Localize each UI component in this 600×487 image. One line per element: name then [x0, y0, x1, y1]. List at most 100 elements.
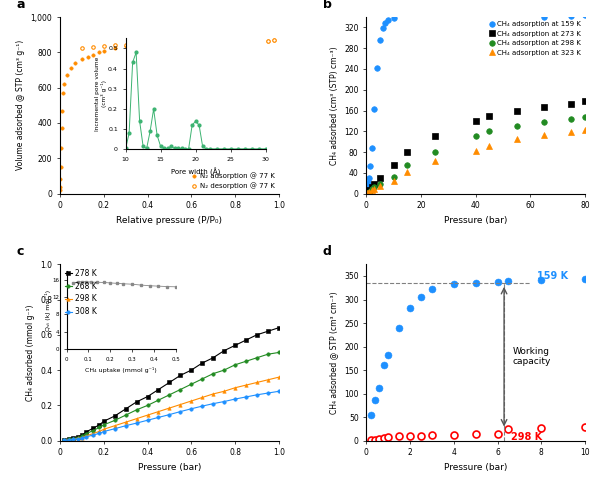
- N₂ desorption @ 77 K: [144, 40, 151, 46]
- CH₄ adsorption at 273 K: [376, 175, 383, 181]
- 278 K: [89, 426, 97, 431]
- 308 K: [166, 412, 173, 417]
- Text: 159 K: 159 K: [537, 271, 568, 281]
- N₂ adsorption @ 77 K: [56, 184, 64, 189]
- CH₄ adsorption at 323 K: [581, 127, 589, 132]
- N₂ adsorption @ 77 K: [232, 39, 239, 45]
- 298 K: [70, 436, 77, 442]
- 278 K: [133, 399, 140, 405]
- 268 K: [188, 381, 195, 387]
- 308 K: [232, 396, 239, 402]
- 278 K: [74, 434, 81, 440]
- Y-axis label: CH₄ adsorbed (mmol g⁻¹): CH₄ adsorbed (mmol g⁻¹): [26, 304, 35, 401]
- 278 K: [220, 348, 227, 354]
- 268 K: [74, 434, 81, 440]
- CH₄ adsorption at 298 K: [365, 188, 373, 194]
- X-axis label: Pressure (bar): Pressure (bar): [137, 463, 201, 472]
- CH₄ adsorption at 159 K: [365, 175, 373, 181]
- 268 K: [232, 362, 239, 368]
- N₂ adsorption @ 77 K: [133, 42, 140, 48]
- 278 K: [209, 355, 217, 361]
- 308 K: [70, 436, 77, 442]
- 308 K: [96, 431, 103, 436]
- N₂ desorption @ 77 K: [89, 44, 97, 50]
- Line: CH₄ adsorption at 273 K: CH₄ adsorption at 273 K: [364, 98, 588, 196]
- CH₄ adsorption at 323 K: [541, 132, 548, 138]
- 278 K: [83, 429, 90, 435]
- N₂ adsorption @ 77 K: [58, 145, 65, 150]
- N₂ adsorption @ 77 K: [220, 39, 227, 45]
- CH₄ adsorption at 323 K: [485, 143, 493, 149]
- N₂ desorption @ 77 K: [100, 43, 107, 49]
- N₂ adsorption @ 77 K: [89, 52, 97, 58]
- 278 K: [155, 387, 162, 393]
- 298 K: [122, 419, 129, 425]
- CH₄ adsorption at 298 K: [431, 149, 438, 155]
- CH₄ adsorption at 298 K: [472, 133, 479, 139]
- 298 K: [232, 385, 239, 391]
- 298 K: [83, 433, 90, 439]
- X-axis label: Relative pressure (P/P₀): Relative pressure (P/P₀): [116, 216, 223, 225]
- 308 K: [199, 403, 206, 409]
- CH₄ adsorption at 273 K: [431, 133, 438, 139]
- CH₄ adsorption at 323 K: [363, 190, 370, 196]
- CH₄ adsorption at 298 K: [390, 174, 397, 180]
- 308 K: [100, 429, 107, 434]
- Line: CH₄ adsorption at 298 K: CH₄ adsorption at 298 K: [364, 114, 588, 196]
- CH₄ adsorption at 298 K: [581, 114, 589, 120]
- 268 K: [199, 376, 206, 382]
- X-axis label: Pressure (bar): Pressure (bar): [444, 216, 508, 225]
- 298 K: [177, 402, 184, 408]
- 308 K: [65, 437, 73, 443]
- 278 K: [122, 406, 129, 412]
- 278 K: [144, 393, 151, 399]
- 268 K: [89, 428, 97, 433]
- Text: b: b: [323, 0, 331, 11]
- CH₄ adsorption at 159 K: [364, 186, 371, 191]
- Y-axis label: Volume adsorbed @ STP (cm³ g⁻¹): Volume adsorbed @ STP (cm³ g⁻¹): [16, 40, 25, 170]
- CH₄ adsorption at 273 K: [404, 149, 411, 155]
- 278 K: [61, 437, 68, 443]
- 278 K: [166, 379, 173, 385]
- CH₄ adsorption at 273 K: [363, 190, 370, 196]
- 298 K: [100, 426, 107, 432]
- 278 K: [188, 367, 195, 373]
- N₂ adsorption @ 77 K: [57, 164, 64, 170]
- Text: c: c: [16, 245, 23, 259]
- CH₄ adsorption at 323 K: [365, 189, 373, 195]
- 308 K: [78, 435, 85, 441]
- CH₄ adsorption at 273 K: [365, 187, 373, 193]
- CH₄ adsorption at 298 K: [368, 187, 376, 192]
- 298 K: [65, 437, 73, 443]
- N₂ adsorption @ 77 K: [155, 40, 162, 46]
- N₂ adsorption @ 77 K: [209, 39, 217, 45]
- 308 K: [242, 394, 250, 400]
- N₂ adsorption @ 77 K: [111, 45, 118, 51]
- Text: 298 K: 298 K: [511, 432, 542, 442]
- N₂ desorption @ 77 K: [122, 42, 129, 48]
- Legend: 278 K, 268 K, 298 K, 308 K: 278 K, 268 K, 298 K, 308 K: [62, 266, 100, 319]
- Line: 308 K: 308 K: [62, 390, 280, 442]
- N₂ adsorption @ 77 K: [100, 48, 107, 54]
- CH₄ adsorption at 159 K: [379, 25, 386, 31]
- 298 K: [133, 416, 140, 422]
- N₂ adsorption @ 77 K: [61, 81, 68, 87]
- N₂ desorption @ 77 K: [155, 40, 162, 46]
- 308 K: [275, 388, 283, 394]
- N₂ desorption @ 77 K: [78, 46, 85, 52]
- CH₄ adsorption at 273 K: [568, 101, 575, 107]
- CH₄ adsorption at 159 K: [374, 65, 381, 71]
- N₂ adsorption @ 77 K: [188, 39, 195, 45]
- CH₄ adsorption at 159 K: [368, 146, 376, 151]
- 308 K: [144, 417, 151, 423]
- N₂ adsorption @ 77 K: [85, 54, 92, 60]
- CH₄ adsorption at 159 K: [390, 15, 397, 21]
- CH₄ adsorption at 298 K: [364, 189, 371, 195]
- CH₄ adsorption at 323 K: [513, 136, 520, 142]
- Line: CH₄ adsorption at 159 K: CH₄ adsorption at 159 K: [364, 13, 588, 195]
- CH₄ adsorption at 273 K: [513, 108, 520, 113]
- 298 K: [96, 429, 103, 434]
- N₂ desorption @ 77 K: [253, 38, 260, 44]
- N₂ adsorption @ 77 K: [56, 187, 64, 193]
- CH₄ adsorption at 323 K: [368, 187, 376, 193]
